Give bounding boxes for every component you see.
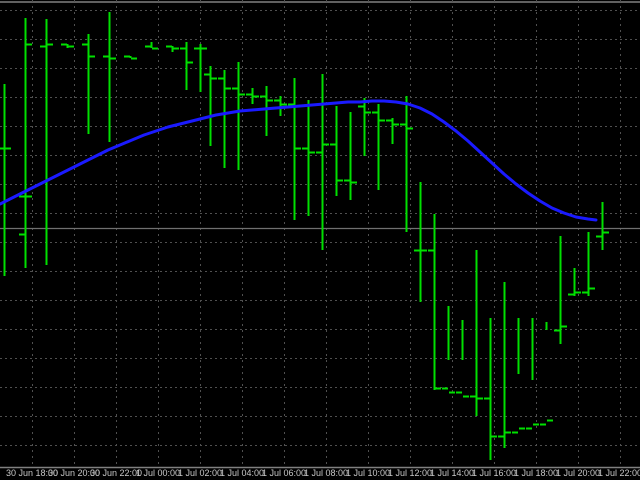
ohlc-bar bbox=[194, 44, 207, 92]
ohlc-bar bbox=[330, 106, 343, 196]
ohlc-bar bbox=[218, 70, 231, 168]
x-tick-label: 1 Jul 04:00 bbox=[219, 468, 265, 478]
x-tick-label: 1 Jul 14:00 bbox=[429, 468, 475, 478]
x-tick-label: 1 Jul 16:00 bbox=[471, 468, 517, 478]
ohlc-bar bbox=[0, 84, 11, 276]
ohlc-bar bbox=[180, 42, 193, 90]
ohlc-bar bbox=[554, 236, 567, 344]
x-tick-label: 30 Jun 20:00 bbox=[47, 468, 101, 478]
x-tick-label: 1 Jul 08:00 bbox=[303, 468, 349, 478]
x-axis-labels: 30 Jun 18:00 30 Jun 20:00 30 Jun 22:00 1 Ju… bbox=[0, 468, 640, 480]
ma-polyline bbox=[0, 99, 598, 222]
x-tick-label: 1 Jul 00:00 bbox=[135, 468, 181, 478]
x-tick-label: 1 Jul 22:00 bbox=[597, 468, 640, 478]
x-tick-label: 1 Jul 20:00 bbox=[555, 468, 601, 478]
ohlc-bar bbox=[358, 98, 371, 156]
x-tick-label: 1 Jul 12:00 bbox=[387, 468, 433, 478]
ohlc-bar bbox=[484, 318, 497, 460]
ohlc-bar bbox=[246, 88, 259, 104]
ohlc-bar bbox=[596, 202, 609, 250]
ohlc-bar bbox=[82, 34, 95, 134]
ohlc-bar bbox=[456, 320, 469, 398]
ohlc-bar bbox=[232, 62, 245, 170]
ohlc-bar bbox=[103, 12, 116, 142]
ohlc-bar bbox=[372, 104, 385, 190]
ohlc-bar bbox=[442, 306, 455, 394]
x-tick-label: 30 Jun 22:00 bbox=[89, 468, 143, 478]
ohlc-bar bbox=[288, 78, 301, 220]
x-tick-label: 30 Jun 18:00 bbox=[5, 468, 59, 478]
ohlc-bar bbox=[302, 100, 315, 216]
ohlc-bar bbox=[145, 42, 158, 50]
ohlc-bar bbox=[568, 268, 581, 296]
ohlc-bar bbox=[540, 322, 553, 426]
ohlc-bar bbox=[274, 96, 287, 116]
ohlc-bar bbox=[344, 112, 357, 200]
ohlc-bar bbox=[512, 318, 525, 434]
x-tick-label: 1 Jul 02:00 bbox=[177, 468, 223, 478]
x-tick-label: 1 Jul 06:00 bbox=[261, 468, 307, 478]
ohlc-bar bbox=[260, 86, 273, 136]
ohlc-bar bbox=[414, 182, 427, 302]
ohlc-bar bbox=[470, 250, 483, 416]
ohlc-bar bbox=[386, 118, 399, 144]
ohlc-bar bbox=[124, 55, 137, 60]
ohlc-bar bbox=[40, 19, 53, 265]
x-tick-label: 1 Jul 18:00 bbox=[513, 468, 559, 478]
ohlc-bar bbox=[204, 66, 217, 146]
x-tick-label: 1 Jul 10:00 bbox=[345, 468, 391, 478]
ohlc-bar bbox=[19, 18, 32, 268]
ohlc-bar bbox=[61, 43, 74, 48]
ohlc-bar bbox=[498, 282, 511, 448]
ohlc-bar bbox=[166, 45, 179, 52]
ohlc-bar bbox=[428, 214, 441, 390]
ohlc-bar bbox=[400, 96, 413, 232]
ohlc-bar bbox=[582, 232, 595, 296]
ohlc-bar bbox=[526, 318, 539, 430]
